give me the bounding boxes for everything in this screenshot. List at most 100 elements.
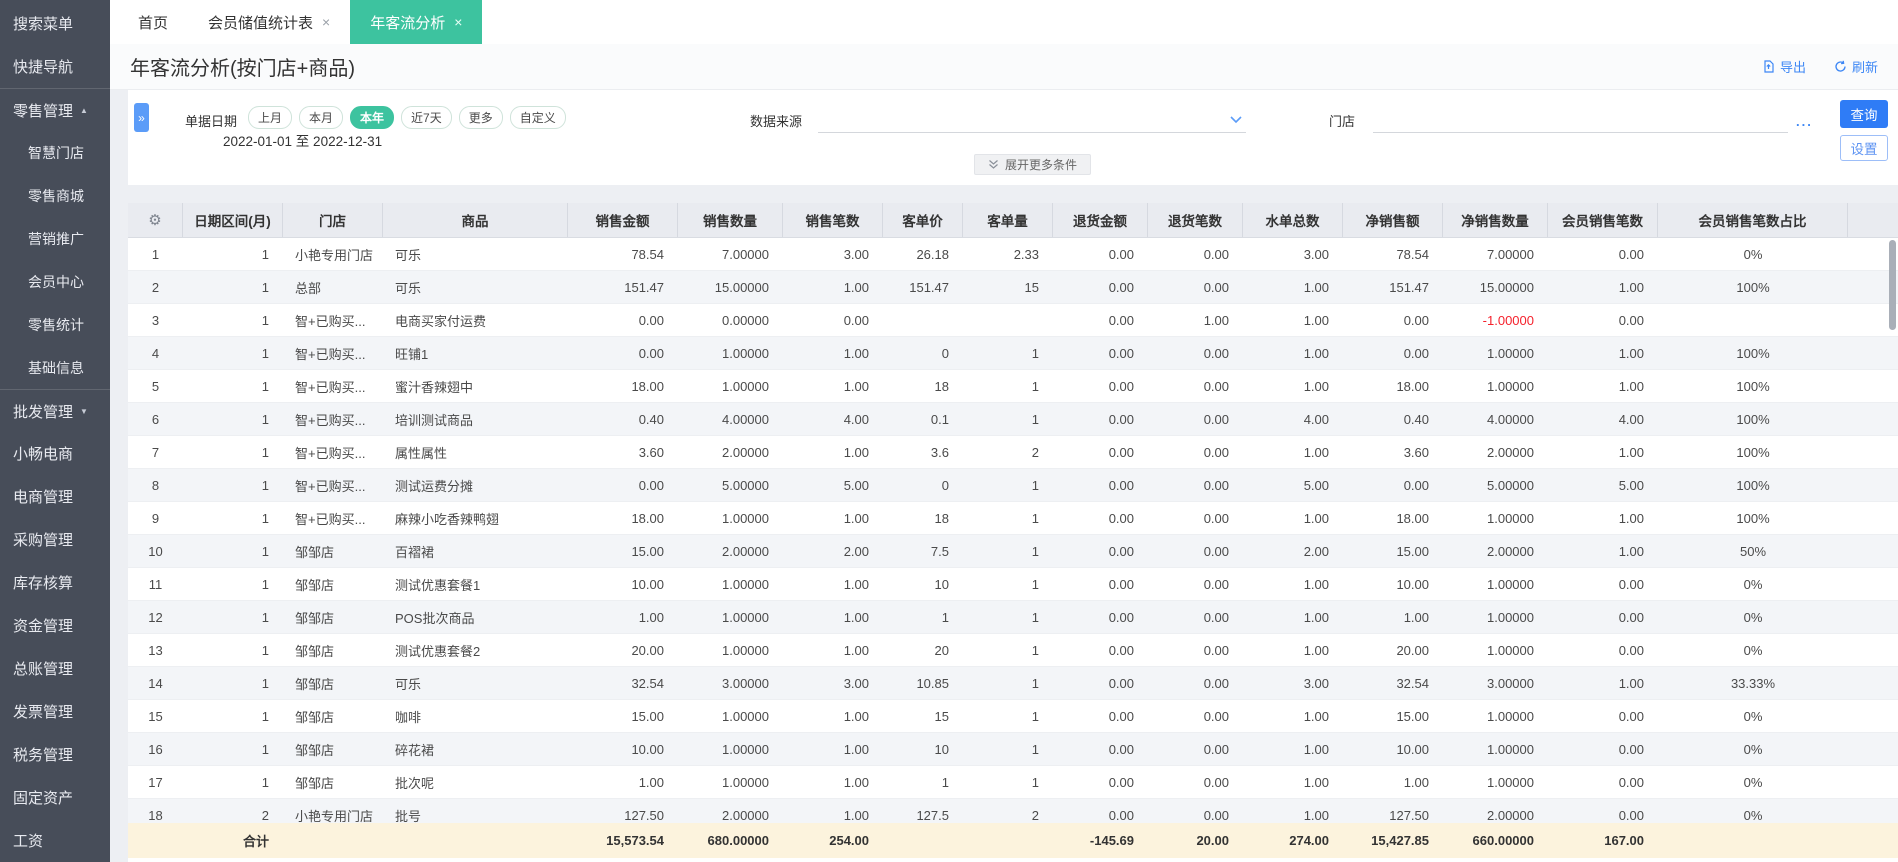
- table-cell: 1.00000: [1487, 609, 1534, 625]
- chevron-up-icon: ▲: [80, 105, 88, 115]
- table-row: 5 1 智+已购买... 蜜汁香辣翅中 18.00 1.00000 1.00 18 1 0.00 0…: [128, 370, 1898, 403]
- table-cell: 1: [261, 642, 269, 658]
- table-cell: 0.00: [1108, 543, 1134, 559]
- table-cell: 1.00: [1303, 609, 1329, 625]
- tab-annual-customer-flow[interactable]: 年客流分析 ×: [350, 0, 483, 44]
- sidebar-item-retail-statistics[interactable]: 零售统计: [0, 303, 110, 346]
- sidebar-item-general-ledger[interactable]: 总账管理: [0, 647, 110, 690]
- table-cell: 2: [1031, 444, 1039, 460]
- table-cell: 1: [1031, 345, 1039, 361]
- sidebar-item-ecommerce-management[interactable]: 电商管理: [0, 475, 110, 518]
- table-cell: 0.00: [1203, 378, 1229, 394]
- table-cell: 4.00000: [1487, 411, 1534, 427]
- report-table-panel: ⚙ 日期区间(月) 门店 商品 销售金额 销售数量 销售笔数 客单价 客单量 退货金额 退货笔数水…: [128, 203, 1898, 862]
- date-pill-2[interactable]: 本年: [350, 106, 395, 129]
- date-pill-4[interactable]: 更多: [458, 106, 503, 129]
- table-cell: 邹邹店: [295, 577, 335, 593]
- sidebar-item-invoice-management[interactable]: 发票管理: [0, 690, 110, 733]
- table-cell: 33.33%: [1730, 675, 1776, 691]
- sidebar-item-payroll[interactable]: 工资: [0, 819, 110, 862]
- sidebar-item-label: 零售商城: [28, 187, 84, 204]
- table-row: 16 1 邹邹店 碎花裙 10.00 1.00000 1.00 10 1 0.00 0.00 1.00…: [128, 733, 1898, 766]
- table-cell: 邹邹店: [295, 610, 335, 626]
- table-cell: 20.00: [631, 642, 664, 658]
- tab-member-stored-value-report[interactable]: 会员储值统计表 ×: [188, 0, 350, 44]
- column-settings-gear-icon[interactable]: ⚙: [128, 203, 183, 237]
- table-cell: 10.00: [631, 741, 664, 757]
- table-cell: 邹邹店: [295, 676, 335, 692]
- table-cell: 0.00: [1203, 609, 1229, 625]
- collapse-filter-button[interactable]: »: [134, 103, 149, 132]
- close-icon[interactable]: ×: [454, 14, 463, 30]
- chevron-down-icon[interactable]: [1230, 111, 1242, 129]
- tab-home[interactable]: 首页: [118, 0, 188, 44]
- table-cell: 1.00000: [1487, 345, 1534, 361]
- sidebar-item-inventory-accounting[interactable]: 库存核算: [0, 561, 110, 604]
- sidebar-item-marketing-promotion[interactable]: 营销推广: [0, 217, 110, 260]
- table-cell: 10: [934, 576, 949, 592]
- table-cell: 10: [934, 741, 949, 757]
- table-cell: 2.00000: [1487, 444, 1534, 460]
- column-header-price-per-customer: 客单价: [883, 203, 963, 237]
- sidebar-item-procurement-management[interactable]: 采购管理: [0, 518, 110, 561]
- table-cell: 2.00: [843, 543, 869, 559]
- date-pill-3[interactable]: 近7天: [401, 106, 452, 129]
- table-cell: 0%: [1743, 609, 1763, 625]
- table-cell: 7: [151, 444, 160, 460]
- sidebar-item-tax-management[interactable]: 税务管理: [0, 733, 110, 776]
- table-cell: 1.00: [843, 708, 869, 724]
- expand-more-conditions-button[interactable]: 展开更多条件: [974, 154, 1092, 175]
- date-pill-0[interactable]: 上月: [248, 106, 293, 129]
- table-cell: 1: [941, 774, 949, 790]
- table-cell: 1: [1031, 642, 1039, 658]
- data-source-input[interactable]: [818, 106, 1246, 133]
- sidebar-item-xiaochang-ecommerce[interactable]: 小畅电商: [0, 432, 110, 475]
- sidebar-item-label: 电商管理: [13, 489, 74, 506]
- sidebar-item-smart-store[interactable]: 智慧门店: [0, 131, 110, 174]
- column-header-receipt-total: 水单总数: [1243, 203, 1343, 237]
- store-input[interactable]: [1373, 106, 1788, 133]
- data-source-label: 数据来源: [750, 114, 803, 129]
- sidebar-item-search-menu[interactable]: 搜索菜单: [0, 2, 110, 45]
- table-cell: 9: [151, 510, 160, 526]
- table-cell: 0%: [1743, 708, 1763, 724]
- table-cell: 3.60: [638, 444, 664, 460]
- table-cell: 3.00: [843, 675, 869, 691]
- store-picker-dots[interactable]: ...: [1796, 114, 1813, 129]
- query-button[interactable]: 查询: [1840, 100, 1888, 128]
- table-cell: 1.00: [1303, 774, 1329, 790]
- total-cell: 254.00: [829, 833, 869, 848]
- sidebar-item-retail-mall[interactable]: 零售商城: [0, 174, 110, 217]
- settings-button[interactable]: 设置: [1840, 135, 1888, 161]
- table-cell: 15.00000: [714, 279, 769, 295]
- table-cell: 127.50: [624, 807, 664, 823]
- total-cell: [883, 823, 963, 858]
- sidebar-item-wholesale-management[interactable]: 批发管理 ▼: [0, 389, 110, 432]
- table-row: 8 1 智+已购买... 测试运费分摊 0.00 5.00000 5.00 0 1 0.00 0.0…: [128, 469, 1898, 502]
- sidebar-item-retail-management[interactable]: 零售管理 ▲: [0, 88, 110, 131]
- date-pill-1[interactable]: 本月: [299, 106, 344, 129]
- vertical-scrollbar-thumb[interactable]: [1889, 240, 1896, 330]
- refresh-button[interactable]: 刷新: [1834, 57, 1878, 76]
- table-cell: 127.5: [916, 807, 949, 823]
- table-cell: 100%: [1736, 411, 1770, 427]
- table-cell: 1.00: [843, 345, 869, 361]
- date-pill-5[interactable]: 自定义: [509, 106, 566, 129]
- close-icon[interactable]: ×: [322, 14, 331, 30]
- sidebar-item-fixed-assets[interactable]: 固定资产: [0, 776, 110, 819]
- sidebar-item-basic-info[interactable]: 基础信息: [0, 346, 110, 389]
- table-cell: 1: [261, 411, 269, 427]
- table-cell: 2.33: [1013, 246, 1039, 262]
- table-cell: 邹邹店: [295, 643, 335, 659]
- table-cell: 17: [148, 774, 163, 790]
- table-cell: 78.54: [631, 246, 664, 262]
- table-cell: 1: [261, 675, 269, 691]
- sidebar-item-quick-nav[interactable]: 快捷导航: [0, 45, 110, 88]
- table-cell: 50%: [1739, 543, 1767, 559]
- export-button[interactable]: 导出: [1762, 57, 1806, 76]
- double-chevron-right-icon: »: [138, 110, 145, 125]
- sidebar-item-member-center[interactable]: 会员中心: [0, 260, 110, 303]
- sidebar-item-funds-management[interactable]: 资金管理: [0, 604, 110, 647]
- table-cell: 0.40: [638, 411, 664, 427]
- table-cell: 0.00: [1618, 246, 1644, 262]
